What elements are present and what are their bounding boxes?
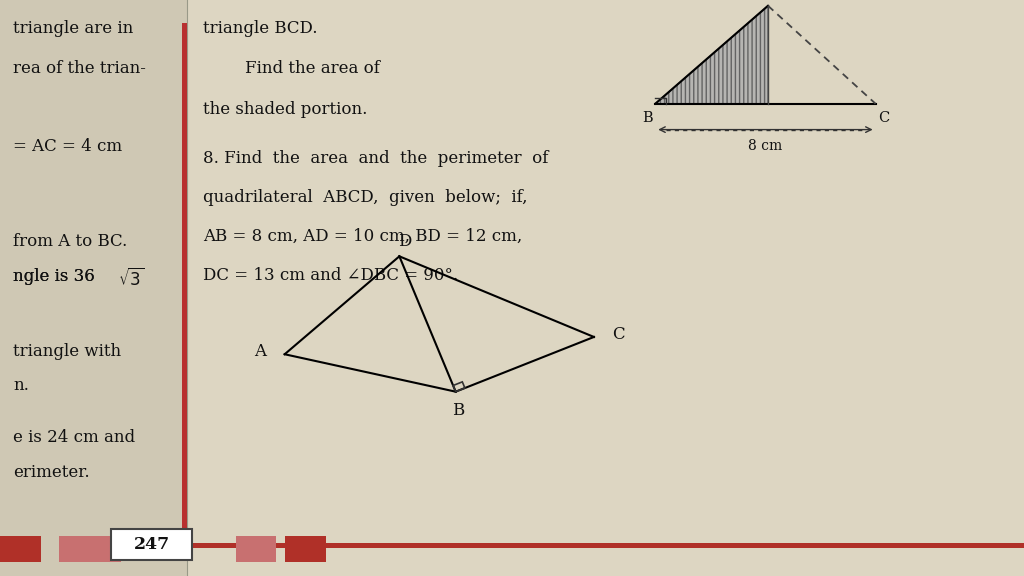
Text: C: C	[879, 111, 890, 124]
Bar	[182, 23, 187, 530]
Text: 8. Find  the  area  and  the  perimeter  of: 8. Find the area and the perimeter of	[203, 150, 548, 167]
Text: 8 cm: 8 cm	[749, 139, 782, 153]
Text: triangle with: triangle with	[13, 343, 122, 360]
Bar	[187, 543, 1024, 548]
Text: e is 24 cm and: e is 24 cm and	[13, 429, 135, 446]
Text: B: B	[452, 402, 464, 419]
Bar	[0, 536, 41, 562]
Text: quadrilateral  ABCD,  given  below;  if,: quadrilateral ABCD, given below; if,	[203, 189, 527, 206]
Text: AB = 8 cm, AD = 10 cm, BD = 12 cm,: AB = 8 cm, AD = 10 cm, BD = 12 cm,	[203, 228, 522, 245]
Bar	[285, 536, 326, 562]
Text: $\sqrt{3}$: $\sqrt{3}$	[118, 268, 144, 290]
Text: triangle BCD.: triangle BCD.	[203, 20, 317, 37]
Text: rea of the trian-: rea of the trian-	[13, 60, 146, 78]
Text: ngle is 36: ngle is 36	[13, 268, 95, 285]
Text: ngle is 36: ngle is 36	[13, 268, 95, 285]
Text: 247: 247	[133, 536, 170, 553]
Text: triangle are in: triangle are in	[13, 20, 133, 37]
Text: Find the area of: Find the area of	[203, 60, 380, 78]
Text: the shaded portion.: the shaded portion.	[203, 101, 368, 118]
Bar	[236, 536, 276, 562]
Text: A: A	[254, 343, 266, 360]
Text: n.: n.	[13, 377, 30, 395]
Polygon shape	[655, 6, 768, 104]
Text: B: B	[643, 111, 653, 124]
Bar	[0, 0, 187, 576]
Text: D: D	[397, 233, 412, 250]
Text: from A to BC.: from A to BC.	[13, 233, 128, 251]
Text: = AC = 4 cm: = AC = 4 cm	[13, 138, 123, 156]
Text: erimeter.: erimeter.	[13, 464, 90, 481]
Text: DC = 13 cm and ∠DBC = 90°.: DC = 13 cm and ∠DBC = 90°.	[203, 267, 458, 285]
Text: C: C	[612, 325, 625, 343]
FancyBboxPatch shape	[111, 529, 193, 560]
Bar	[59, 536, 121, 562]
